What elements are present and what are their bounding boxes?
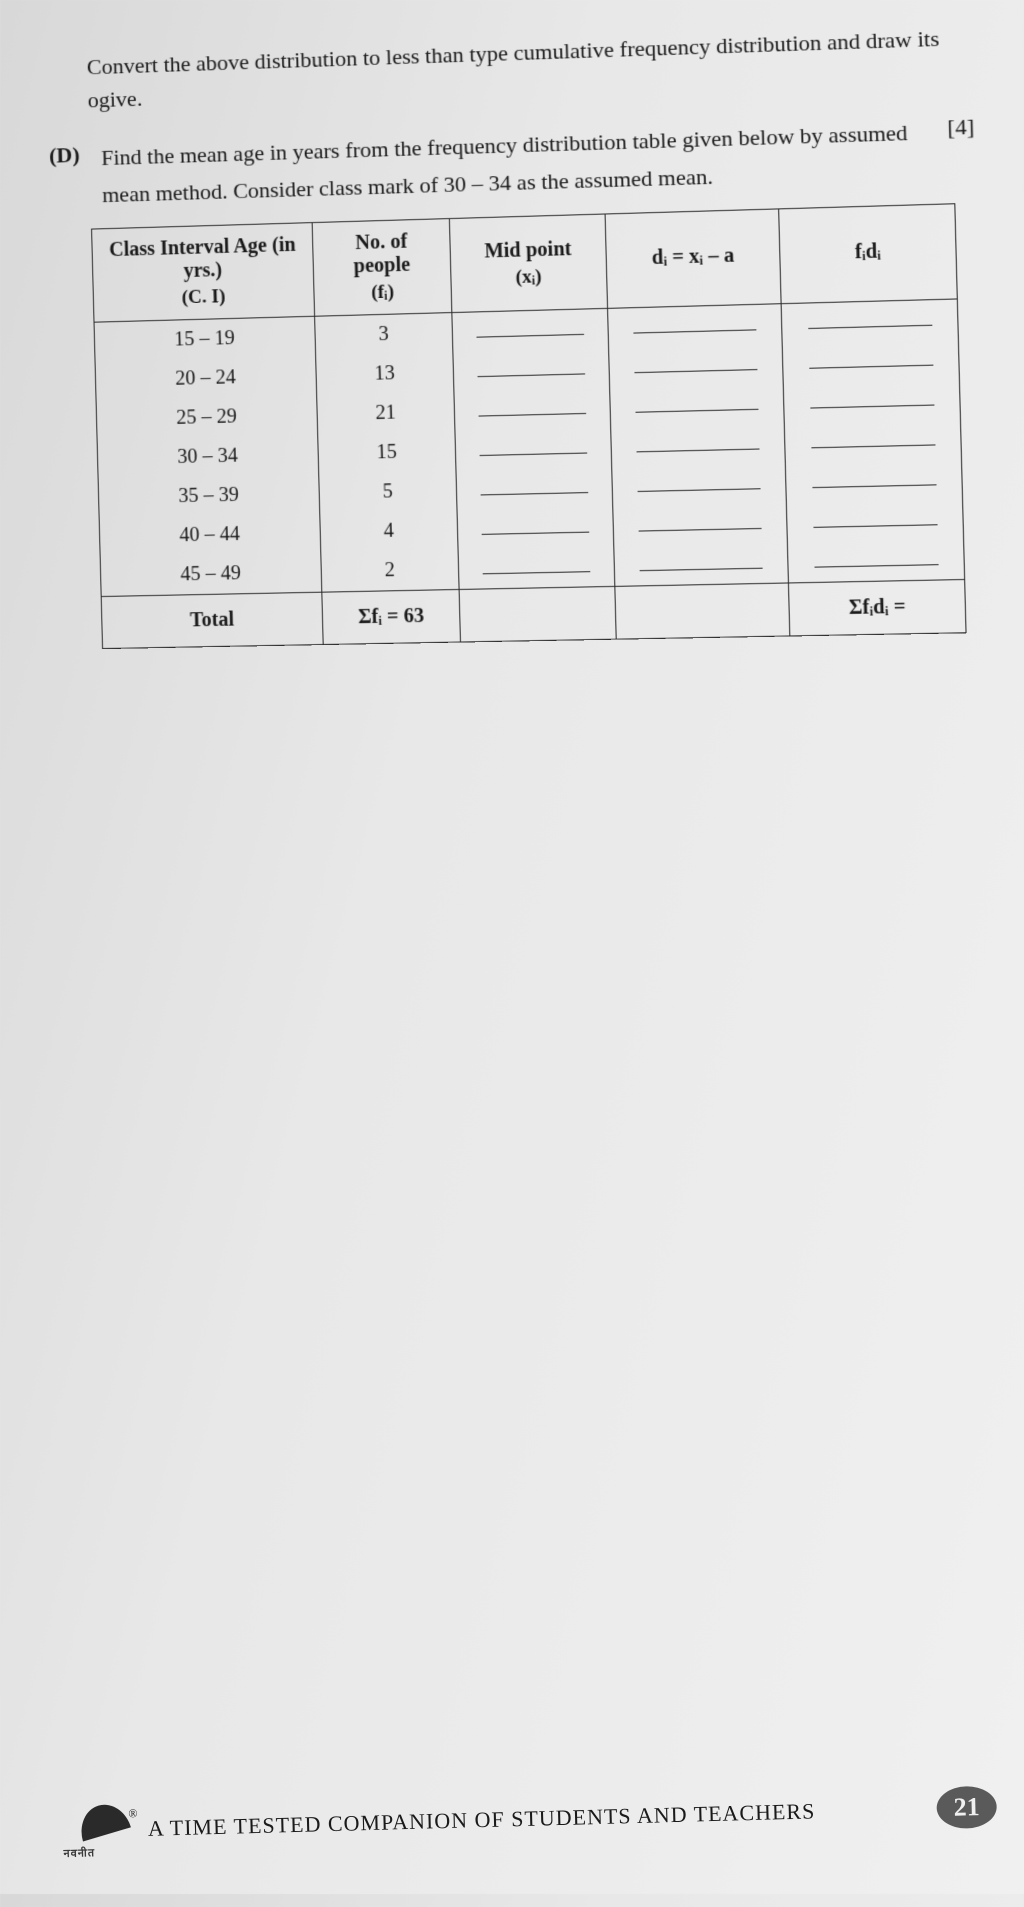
navneet-logo: ® नवनीत <box>72 1804 133 1856</box>
cell-blank-x <box>452 308 608 352</box>
cell-blank-d <box>613 503 788 546</box>
cell-ci: 15 – 19 <box>94 316 316 361</box>
cell-ci: 45 – 49 <box>100 552 322 596</box>
cell-ci: 30 – 34 <box>97 435 319 479</box>
cell-blank-d <box>608 344 783 388</box>
logo-text: नवनीत <box>63 1845 95 1861</box>
cell-f: 21 <box>317 392 455 435</box>
cell-f: 4 <box>320 510 458 552</box>
question-label: (D) <box>49 141 90 168</box>
cell-total-f: Σfᵢ = 63 <box>322 589 461 644</box>
cell-blank-d <box>614 543 789 587</box>
cell-ci: 25 – 29 <box>96 395 318 440</box>
cell-total-label: Total <box>101 592 323 648</box>
cell-blank-x <box>457 507 613 550</box>
cell-f: 13 <box>316 352 454 395</box>
cell-blank-fd <box>783 339 960 383</box>
cell-blank-fd <box>786 459 963 503</box>
cell-f: 3 <box>315 313 453 356</box>
cell-blank-d <box>611 463 786 507</box>
header-midpoint: Mid point (xᵢ) <box>449 214 607 313</box>
cell-blank-fd <box>788 539 965 583</box>
table-body: 15 – 19 3 20 – 24 13 25 – 29 21 <box>94 299 966 649</box>
page-number-badge: 21 <box>936 1786 997 1830</box>
cell-blank-d <box>607 304 782 349</box>
cell-blank-d <box>609 384 784 428</box>
cell-blank-x <box>458 546 615 589</box>
header-frequency: No. of people (fᵢ) <box>312 219 452 317</box>
header-deviation: dᵢ = xᵢ – a <box>605 209 782 308</box>
frequency-table-container: Class Interval Age (in yrs.) (C. I) No. … <box>91 203 967 649</box>
cell-total-x <box>459 586 616 642</box>
cell-blank-x <box>454 388 610 431</box>
cell-blank-fd <box>785 419 962 463</box>
page-footer: ® नवनीत A TIME TESTED COMPANION OF STUDE… <box>72 1782 997 1856</box>
header-class-interval: Class Interval Age (in yrs.) (C. I) <box>92 223 315 323</box>
cell-total-d <box>615 583 791 639</box>
question-marks: [4] <box>947 113 975 140</box>
companion-tagline: A TIME TESTED COMPANION OF STUDENTS AND … <box>148 1798 816 1841</box>
footer-left: ® नवनीत A TIME TESTED COMPANION OF STUDE… <box>72 1786 816 1855</box>
cell-total-fd: Σfᵢdᵢ = <box>789 579 966 635</box>
cell-ci: 40 – 44 <box>99 513 321 557</box>
cell-f: 15 <box>318 431 456 474</box>
cell-f: 5 <box>319 471 457 513</box>
cell-blank-fd <box>787 499 964 543</box>
cell-ci: 20 – 24 <box>95 356 317 401</box>
cell-f: 2 <box>321 550 459 593</box>
cell-blank-x <box>455 428 611 471</box>
cell-blank-d <box>610 423 785 467</box>
intro-paragraph: Convert the above distribution to less t… <box>26 20 973 118</box>
frequency-table: Class Interval Age (in yrs.) (C. I) No. … <box>91 203 967 649</box>
cell-blank-x <box>453 348 609 391</box>
cell-ci: 35 – 39 <box>98 474 320 518</box>
registered-icon: ® <box>128 1806 138 1821</box>
header-fd: fᵢdᵢ <box>779 204 957 304</box>
cell-blank-fd <box>784 379 961 423</box>
cell-blank-x <box>456 467 612 510</box>
cell-blank-fd <box>782 299 959 344</box>
